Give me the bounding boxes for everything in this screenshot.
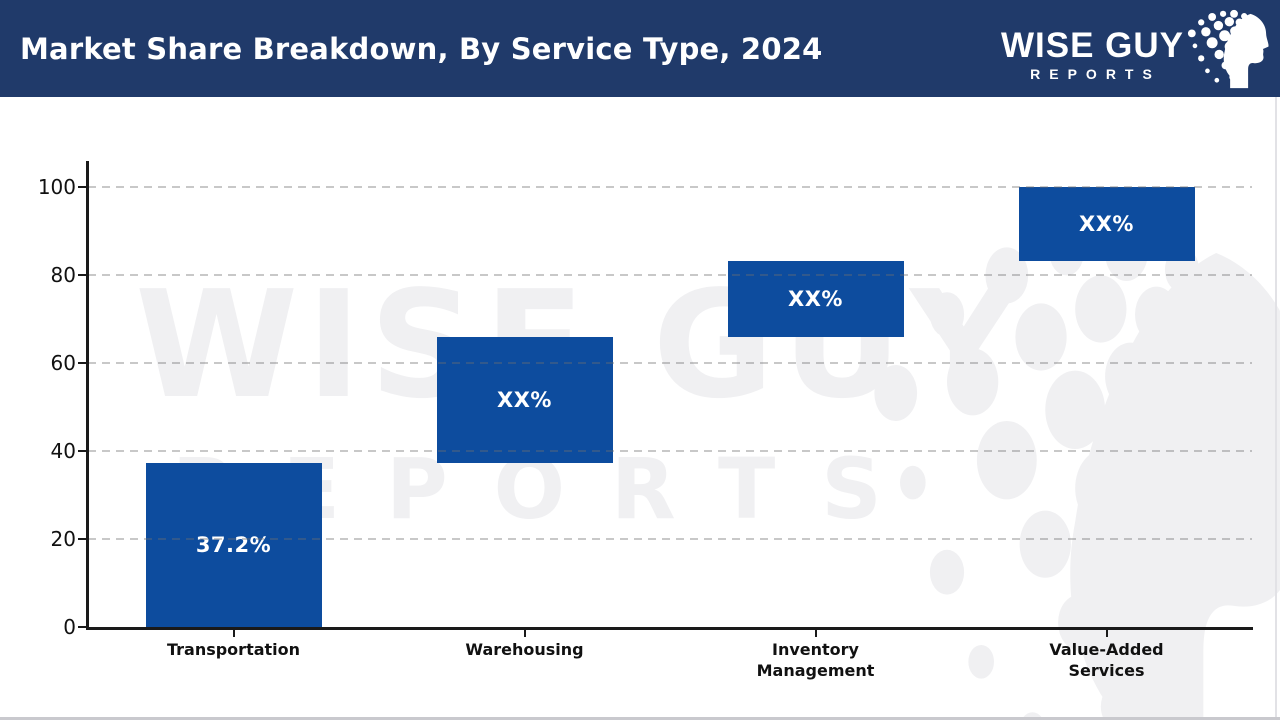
head-profile-dots-icon [1184,4,1270,98]
x-tick-mark-2 [814,630,817,637]
y-tick-mark-40 [78,450,87,452]
x-category-label-2: Inventory Management [670,639,961,681]
bar-value-label: XX% [788,286,843,311]
x-category-label-1: Warehousing [379,639,670,660]
y-tick-mark-100 [78,186,87,188]
gridline-20 [88,538,1252,540]
bar-value-label: XX% [1079,211,1134,236]
y-tick-mark-20 [78,538,87,540]
bar-value-label: 37.2% [195,533,272,558]
page-title: Market Share Breakdown, By Service Type,… [20,31,823,66]
x-category-label-3: Value-Added Services [961,639,1252,681]
bar-value-label: XX% [497,387,552,412]
y-tick-label-0: 0 [63,615,76,639]
brand-subname: REPORTS [1030,66,1161,82]
figure-bottom-border [0,717,1280,720]
x-tick-mark-3 [1105,630,1108,637]
brand-logo: WISE GUY REPORTS [1001,4,1270,98]
gridline-80 [88,274,1252,276]
x-category-label-line: Management [756,661,875,680]
x-axis-line [86,627,1253,630]
header-bar: Market Share Breakdown, By Service Type,… [0,0,1280,97]
gridline-100 [88,186,1252,188]
bar-segment-3: XX% [1018,187,1195,261]
x-category-label-line: Inventory [772,640,859,659]
y-tick-label-40: 40 [50,439,76,463]
figure-right-border [1275,97,1277,720]
bar-segment-2: XX% [727,260,904,337]
watermark-head-dots-icon [853,225,1280,720]
x-category-label-line: Value-Added [1049,640,1164,659]
y-tick-label-100: 100 [37,175,76,199]
y-tick-mark-60 [78,362,87,364]
brand-logo-text: WISE GUY REPORTS [1000,26,1184,83]
y-tick-mark-0 [78,626,87,628]
y-axis-line [86,161,89,630]
y-tick-mark-80 [78,274,87,276]
x-category-label-line: Transportation [166,640,301,659]
brand-name: WISE GUY [1000,26,1184,65]
y-tick-label-60: 60 [50,351,76,375]
x-category-label-line: Warehousing [465,640,584,659]
gridline-60 [88,362,1252,364]
bar-segment-0: 37.2% [145,463,322,627]
y-tick-label-20: 20 [50,527,76,551]
x-tick-mark-1 [523,630,526,637]
chart-area: WISE GUY REPORTS 0 20 40 60 80 100 37.2% Transp… [0,97,1280,720]
x-category-label-line: Services [1068,661,1145,680]
gridline-40 [88,450,1252,452]
x-category-label-0: Transportation [88,639,379,660]
x-tick-mark-0 [232,630,235,637]
bar-segment-1: XX% [436,336,613,464]
y-tick-label-80: 80 [50,263,76,287]
